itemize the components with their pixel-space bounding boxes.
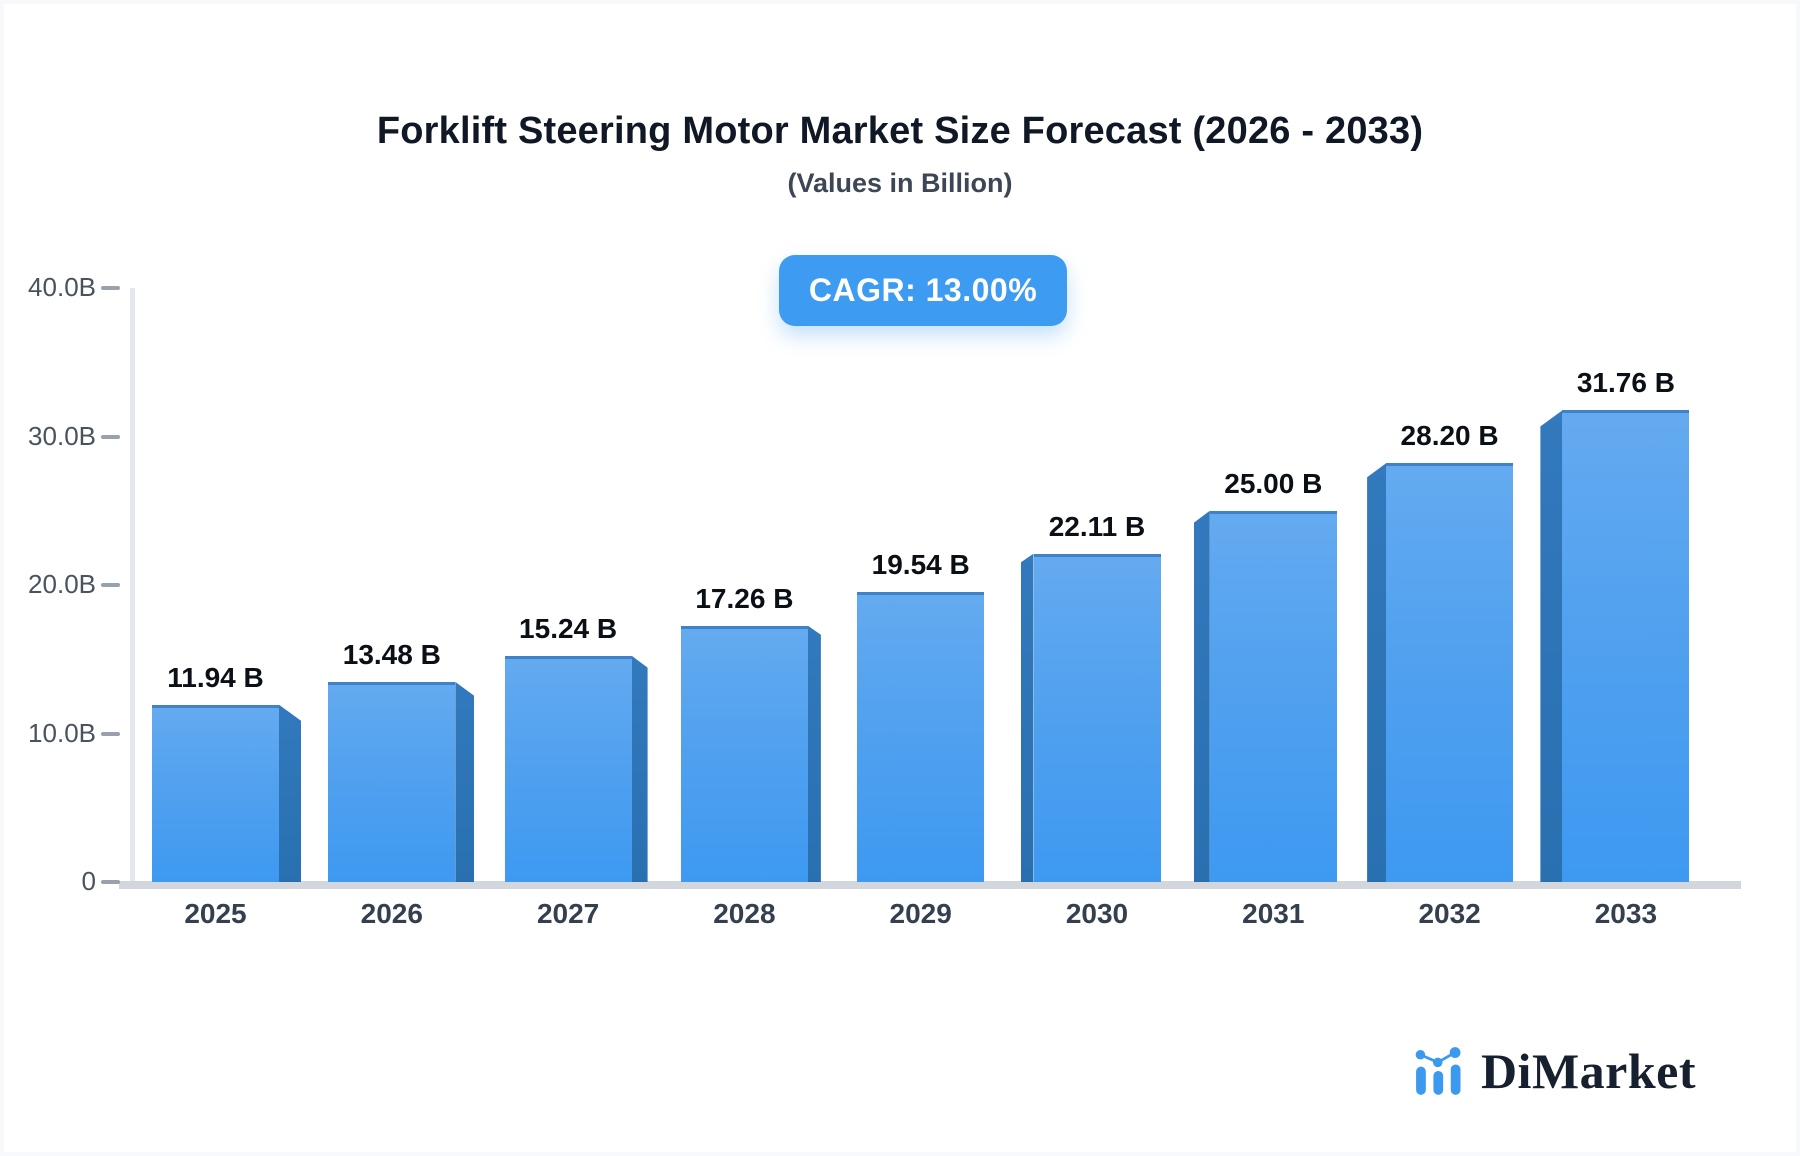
bar-value-label: 15.24 B: [519, 612, 618, 644]
bar-value-label: 22.11 B: [1048, 510, 1146, 542]
y-axis-tick: [101, 286, 120, 290]
bar-side-2030: [1020, 553, 1034, 882]
x-axis-label-2033: 2033: [1594, 898, 1658, 929]
bar-value-label: 19.54 B: [871, 548, 970, 580]
x-axis-baseline: [119, 881, 1741, 889]
x-axis-label-2026: 2026: [360, 898, 423, 929]
y-axis-tick: [101, 434, 120, 439]
x-axis-label-2027: 2027: [536, 898, 600, 929]
bar-2033: [1562, 410, 1690, 882]
bar-2027: [504, 655, 632, 882]
cagr-badge: CAGR: 13.00%: [779, 255, 1067, 326]
bar-value-label: 25.00 B: [1224, 467, 1323, 499]
bar-side-2027: [631, 655, 648, 882]
x-axis-label-2025: 2025: [184, 898, 247, 929]
bar-side-2028: [807, 625, 821, 882]
bar-side-2031: [1193, 510, 1210, 882]
x-axis-label-2028: 2028: [713, 898, 776, 929]
y-axis-line: [130, 288, 135, 882]
y-axis-label: 40.0B: [28, 272, 96, 302]
bar-2029: [857, 591, 985, 882]
bar-side-2025: [279, 704, 301, 882]
bar-value-label: 31.76 B: [1576, 367, 1675, 399]
bar-2028: [680, 625, 808, 882]
bar-2025: [152, 704, 279, 882]
y-axis-label: 10.0B: [28, 717, 96, 748]
x-axis-label-2030: 2030: [1065, 898, 1129, 929]
y-axis-label: 0: [81, 866, 96, 896]
bar-value-label: 11.94 B: [167, 661, 264, 693]
y-axis-tick: [101, 583, 120, 587]
x-axis-label-2031: 2031: [1242, 898, 1305, 929]
bar-2032: [1386, 463, 1514, 882]
chart-subtitle: (Values in Billion): [787, 168, 1013, 198]
bar-2026: [328, 681, 456, 882]
y-axis-tick: [101, 880, 120, 884]
bar-side-2026: [455, 681, 475, 882]
y-axis-label: 20.0B: [28, 569, 96, 599]
bar-side-2033: [1540, 410, 1563, 882]
bar-2030: [1033, 553, 1161, 882]
x-axis-label-2032: 2032: [1418, 898, 1481, 929]
y-axis-tick: [101, 731, 120, 736]
bar-value-label: 13.48 B: [342, 638, 441, 670]
y-axis-label: 30.0B: [28, 420, 96, 451]
bar-value-label: 28.20 B: [1400, 420, 1499, 452]
mini-bar-line-chart-icon: [1415, 1046, 1467, 1096]
chart-title: Forklift Steering Motor Market Size Fore…: [376, 110, 1424, 152]
x-axis-label-2029: 2029: [889, 898, 952, 929]
brand-logo: DiMarket: [1415, 1042, 1696, 1100]
bar-side-2032: [1367, 463, 1387, 882]
brand-name: DiMarket: [1480, 1043, 1696, 1099]
cagr-badge-label: CAGR: 13.00%: [808, 272, 1038, 308]
bar-value-label: 17.26 B: [695, 582, 794, 614]
bar-2031: [1209, 510, 1337, 882]
